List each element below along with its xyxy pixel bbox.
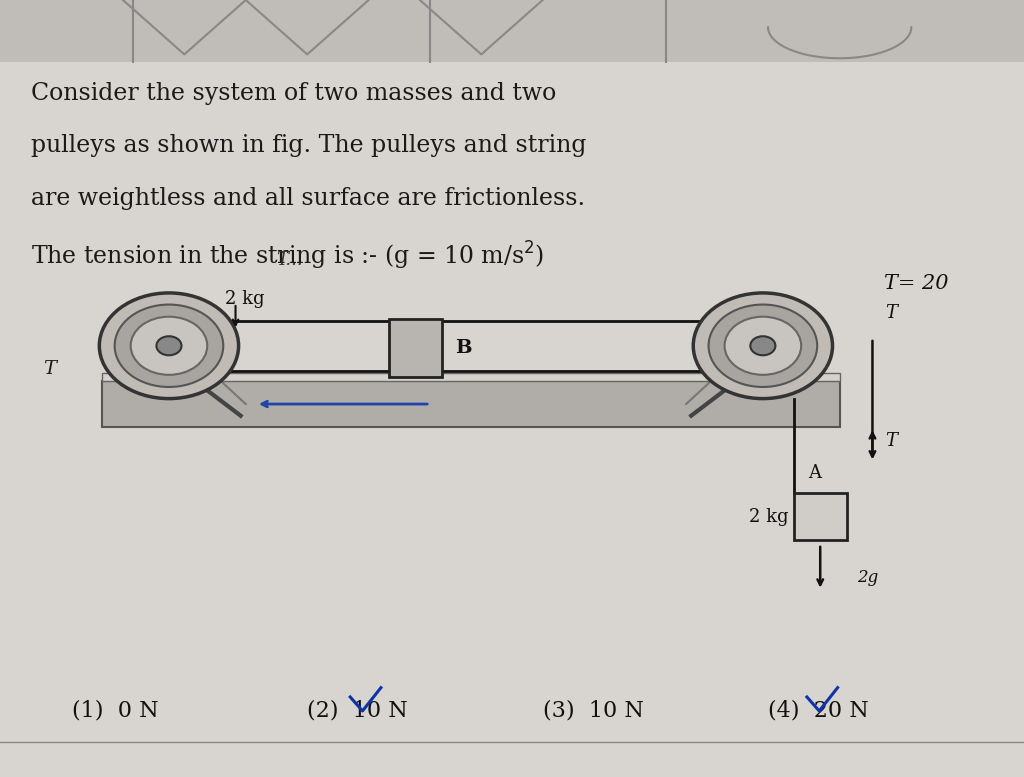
Circle shape <box>115 305 223 387</box>
Text: are weightless and all surface are frictionless.: are weightless and all surface are frict… <box>31 187 585 211</box>
Text: A: A <box>809 464 821 482</box>
Circle shape <box>725 317 801 375</box>
Text: (2)  10 N: (2) 10 N <box>307 700 408 722</box>
Text: T...: T... <box>276 251 303 270</box>
Text: T= 20: T= 20 <box>885 274 948 293</box>
Text: The tension in the string is :- (g = 10 m/s$^2$): The tension in the string is :- (g = 10 … <box>31 240 544 272</box>
Text: Consider the system of two masses and two: Consider the system of two masses and tw… <box>31 82 556 105</box>
Text: T: T <box>885 305 897 322</box>
Text: 2 kg: 2 kg <box>749 507 788 526</box>
Circle shape <box>709 305 817 387</box>
Text: pulleys as shown in fig. The pulleys and string: pulleys as shown in fig. The pulleys and… <box>31 134 586 158</box>
Bar <box>102 373 840 381</box>
Circle shape <box>157 336 181 355</box>
Circle shape <box>99 293 239 399</box>
Text: (1)  0 N: (1) 0 N <box>72 700 159 722</box>
Bar <box>389 319 442 377</box>
Text: B: B <box>455 339 471 357</box>
Text: (4)  20 N: (4) 20 N <box>768 700 868 722</box>
Bar <box>0 0 1024 62</box>
Circle shape <box>693 293 833 399</box>
Circle shape <box>751 336 775 355</box>
Bar <box>102 381 840 427</box>
Bar <box>794 493 847 540</box>
Circle shape <box>131 317 207 375</box>
Text: 2 kg: 2 kg <box>225 291 265 308</box>
Text: T: T <box>43 360 56 378</box>
Text: T: T <box>885 431 897 450</box>
Text: (3)  10 N: (3) 10 N <box>543 700 644 722</box>
Text: 2g: 2g <box>857 569 879 586</box>
